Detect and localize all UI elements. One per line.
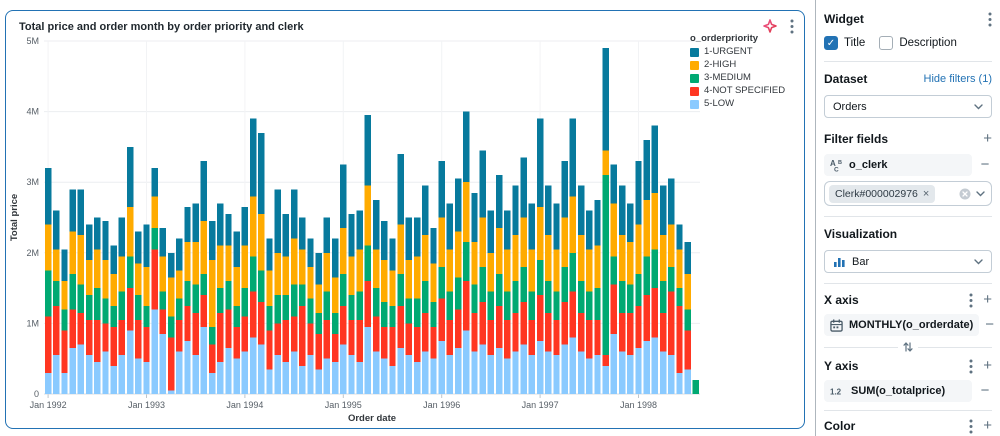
x-axis-section-title: X axis <box>824 293 859 307</box>
legend-swatch <box>690 47 699 57</box>
filter-value-chip-label: Clerk#000002976 <box>835 187 918 200</box>
numeric-1-2-type-icon: 1.2 <box>830 388 842 397</box>
svg-text:5M: 5M <box>26 36 39 46</box>
svg-text:Jan 1997: Jan 1997 <box>522 400 559 410</box>
x-axis-field-label: MONTHLY(o_orderdate) <box>849 319 974 331</box>
legend-item: 5-LOW <box>690 99 802 109</box>
chevron-down-icon <box>974 103 983 109</box>
legend-item: 4-NOT SPECIFIED <box>690 86 802 96</box>
add-x-axis-field-button[interactable]: + <box>983 291 992 308</box>
chart-legend: o_orderpriority 1-URGENT 2-HIGH 3-MEDIUM 4-… <box>690 33 802 112</box>
chevron-down-icon <box>974 258 983 264</box>
description-checkbox-box[interactable] <box>879 36 894 50</box>
hide-filters-link[interactable]: Hide filters (1) <box>923 73 992 85</box>
svg-text:4M: 4M <box>26 107 39 117</box>
card-kebab-menu-icon[interactable] <box>790 19 794 34</box>
description-checkbox-label: Description <box>899 37 957 49</box>
svg-text:Jan 1993: Jan 1993 <box>128 400 165 410</box>
svg-text:Order date: Order date <box>348 413 396 424</box>
legend-swatch <box>690 60 699 70</box>
filter-value-chip[interactable]: Clerk#000002976 × <box>829 184 936 203</box>
title-checkbox-box[interactable] <box>824 36 838 50</box>
dataset-select-value: Orders <box>833 100 867 113</box>
legend-item: 2-HIGH <box>690 60 802 70</box>
svg-text:3M: 3M <box>26 177 39 187</box>
svg-text:Total price: Total price <box>9 194 20 241</box>
swap-axes-icon[interactable] <box>902 341 914 353</box>
svg-text:Jan 1992: Jan 1992 <box>30 400 67 410</box>
filter-field-label: o_clerk <box>849 159 888 171</box>
svg-text:2M: 2M <box>26 248 39 258</box>
chart-title: Total price and order month by order pri… <box>19 21 304 33</box>
calendar-icon <box>830 318 843 332</box>
color-section-title: Color <box>824 419 856 433</box>
svg-text:Jan 1995: Jan 1995 <box>325 400 362 410</box>
y-axis-field[interactable]: 1.2 SUM(o_totalprice) <box>824 380 972 402</box>
visualization-select-value: Bar <box>852 255 870 268</box>
color-kebab-menu-icon[interactable] <box>969 419 973 434</box>
chip-remove-icon[interactable]: × <box>922 187 930 200</box>
svg-text:C: C <box>834 167 839 173</box>
dataset-select[interactable]: Orders <box>824 95 992 118</box>
x-axis-kebab-menu-icon[interactable] <box>969 293 973 308</box>
section-divider <box>824 216 992 217</box>
clear-circle-icon[interactable] <box>959 188 971 200</box>
widget-section-title: Widget <box>824 12 864 26</box>
remove-y-axis-field-button[interactable]: − <box>980 382 990 399</box>
svg-text:A: A <box>830 159 836 168</box>
svg-text:1M: 1M <box>26 318 39 328</box>
legend-swatch <box>690 73 699 83</box>
add-color-field-button[interactable]: + <box>983 417 992 434</box>
y-axis-field-label: SUM(o_totalprice) <box>851 385 946 397</box>
svg-text:Jan 1994: Jan 1994 <box>226 400 263 410</box>
title-checkbox-label: Title <box>844 37 866 49</box>
svg-text:0: 0 <box>34 389 39 399</box>
visualization-select[interactable]: Bar <box>824 250 992 273</box>
legend-item: 3-MEDIUM <box>690 73 802 83</box>
x-axis-field[interactable]: MONTHLY(o_orderdate) <box>824 314 980 336</box>
chart-widget-card[interactable]: Jan 1992 Jan 1993 Jan 1994 Jan 1995 Jan 1996… <box>5 10 805 429</box>
visualization-section-title: Visualization <box>824 227 898 241</box>
filter-field-o-clerk[interactable]: A B C o_clerk <box>824 154 972 176</box>
svg-text:B: B <box>838 160 842 166</box>
abc-string-type-icon: A B C <box>830 159 842 173</box>
svg-text:Jan 1998: Jan 1998 <box>620 400 657 410</box>
y-axis-section-title: Y axis <box>824 359 859 373</box>
remove-x-axis-field-button[interactable]: − <box>985 316 995 333</box>
svg-text:Jan 1996: Jan 1996 <box>423 400 460 410</box>
chart-legend-items: 1-URGENT 2-HIGH 3-MEDIUM 4-NOT SPECIFIED 5-L… <box>690 47 802 109</box>
legend-item: 1-URGENT <box>690 47 802 57</box>
chevron-down-icon[interactable] <box>976 190 985 197</box>
widget-config-panel: Widget Title Description Dataset Hide fi… <box>815 0 1000 436</box>
dataset-section-title: Dataset <box>824 72 868 86</box>
add-filter-field-button[interactable]: + <box>983 130 992 147</box>
y-axis-kebab-menu-icon[interactable] <box>969 359 973 374</box>
legend-swatch <box>690 99 699 109</box>
bar-chart-icon <box>834 257 845 267</box>
section-divider <box>824 283 992 284</box>
svg-text:1.2: 1.2 <box>830 388 842 397</box>
filter-fields-section-title: Filter fields <box>824 132 889 146</box>
legend-title: o_orderpriority <box>690 33 759 44</box>
title-checkbox[interactable]: Title <box>824 36 865 50</box>
stacked-bar-chart: Jan 1992 Jan 1993 Jan 1994 Jan 1995 Jan 1996… <box>9 36 700 424</box>
assistant-sparkle-icon[interactable] <box>762 18 778 34</box>
add-y-axis-field-button[interactable]: + <box>983 357 992 374</box>
description-checkbox[interactable]: Description <box>879 36 957 50</box>
clerk-filter-combobox[interactable]: Clerk#000002976 × <box>824 181 992 206</box>
widget-kebab-menu-icon[interactable] <box>988 12 992 27</box>
section-divider <box>824 61 992 62</box>
legend-swatch <box>690 86 699 96</box>
remove-filter-field-button[interactable]: − <box>980 156 990 173</box>
section-divider <box>824 410 992 411</box>
